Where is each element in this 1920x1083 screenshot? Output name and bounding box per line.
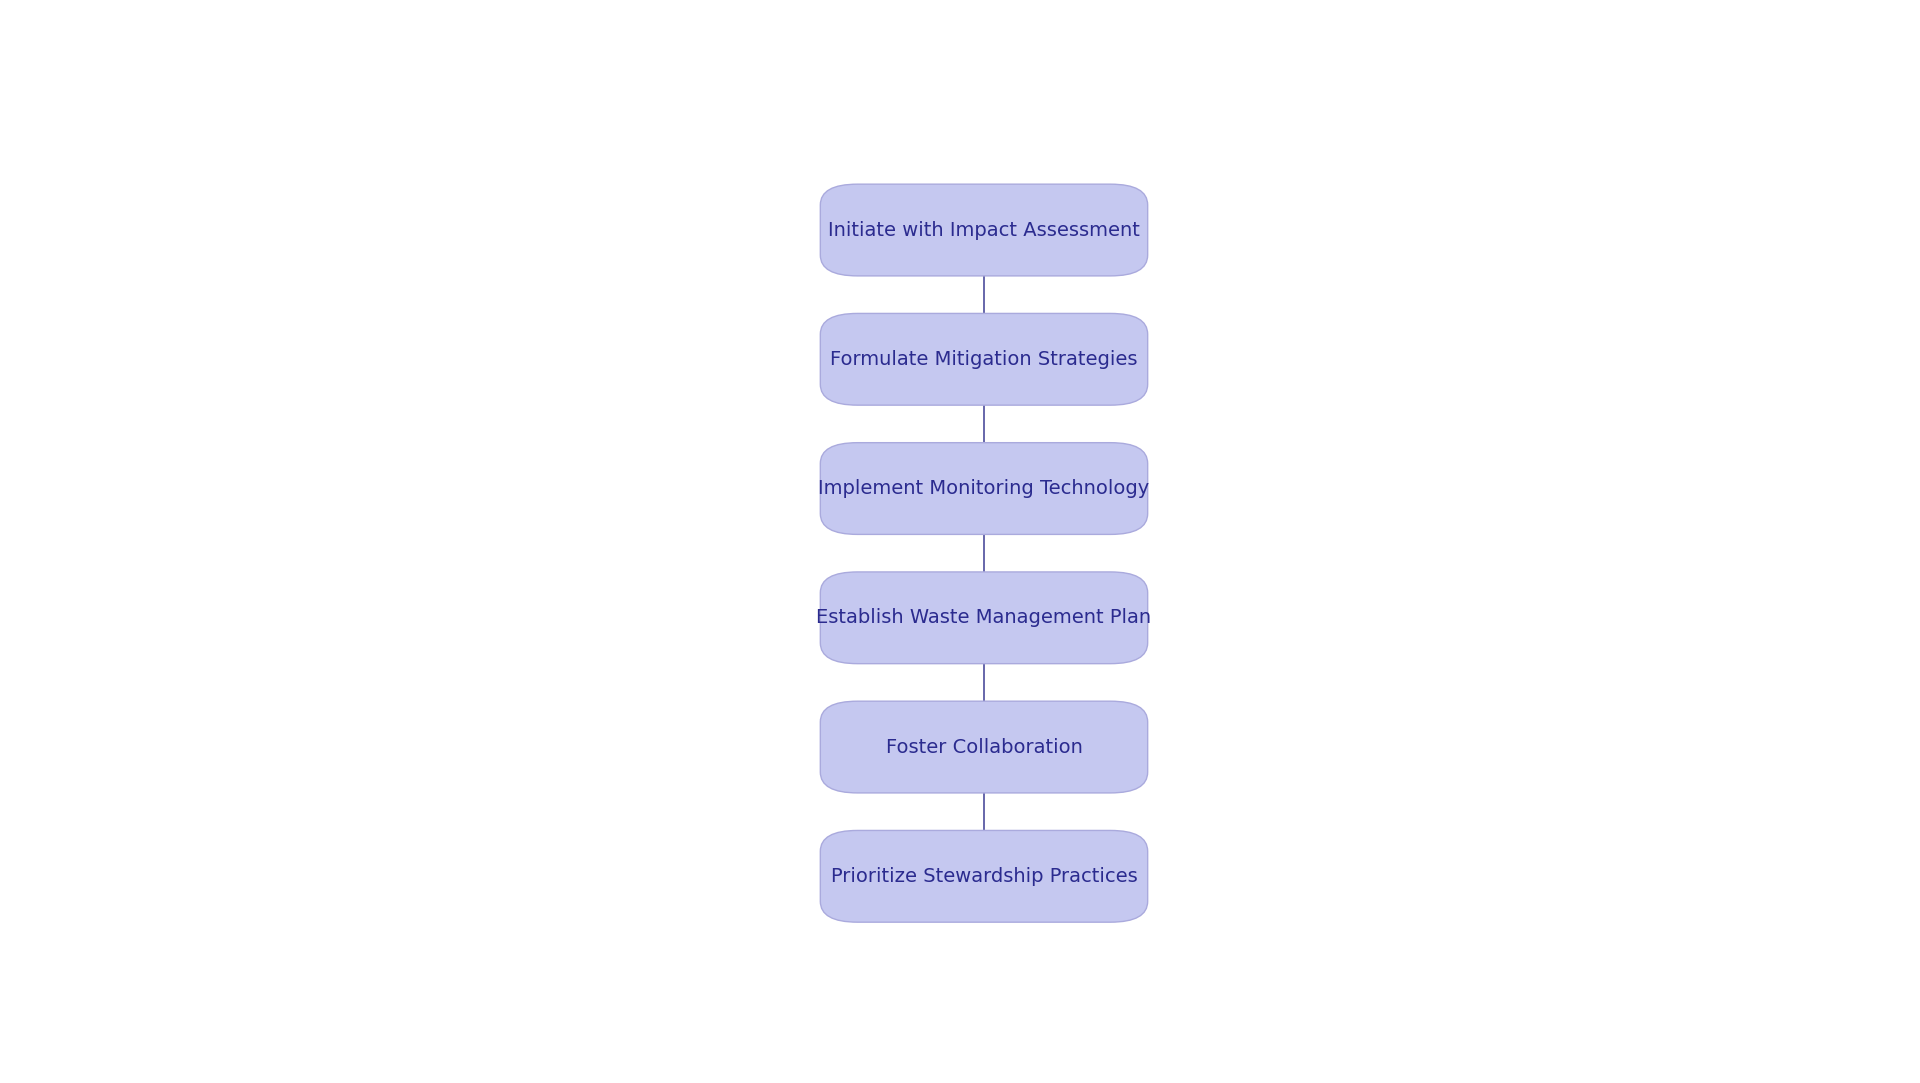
FancyBboxPatch shape xyxy=(820,831,1148,923)
Text: Implement Monitoring Technology: Implement Monitoring Technology xyxy=(818,479,1150,498)
FancyBboxPatch shape xyxy=(820,313,1148,405)
FancyBboxPatch shape xyxy=(820,184,1148,276)
FancyBboxPatch shape xyxy=(820,443,1148,534)
Text: Foster Collaboration: Foster Collaboration xyxy=(885,738,1083,757)
Text: Prioritize Stewardship Practices: Prioritize Stewardship Practices xyxy=(831,866,1137,886)
FancyBboxPatch shape xyxy=(820,572,1148,664)
FancyBboxPatch shape xyxy=(820,701,1148,793)
Text: Establish Waste Management Plan: Establish Waste Management Plan xyxy=(816,609,1152,627)
Text: Initiate with Impact Assessment: Initiate with Impact Assessment xyxy=(828,221,1140,239)
Text: Formulate Mitigation Strategies: Formulate Mitigation Strategies xyxy=(829,350,1139,369)
